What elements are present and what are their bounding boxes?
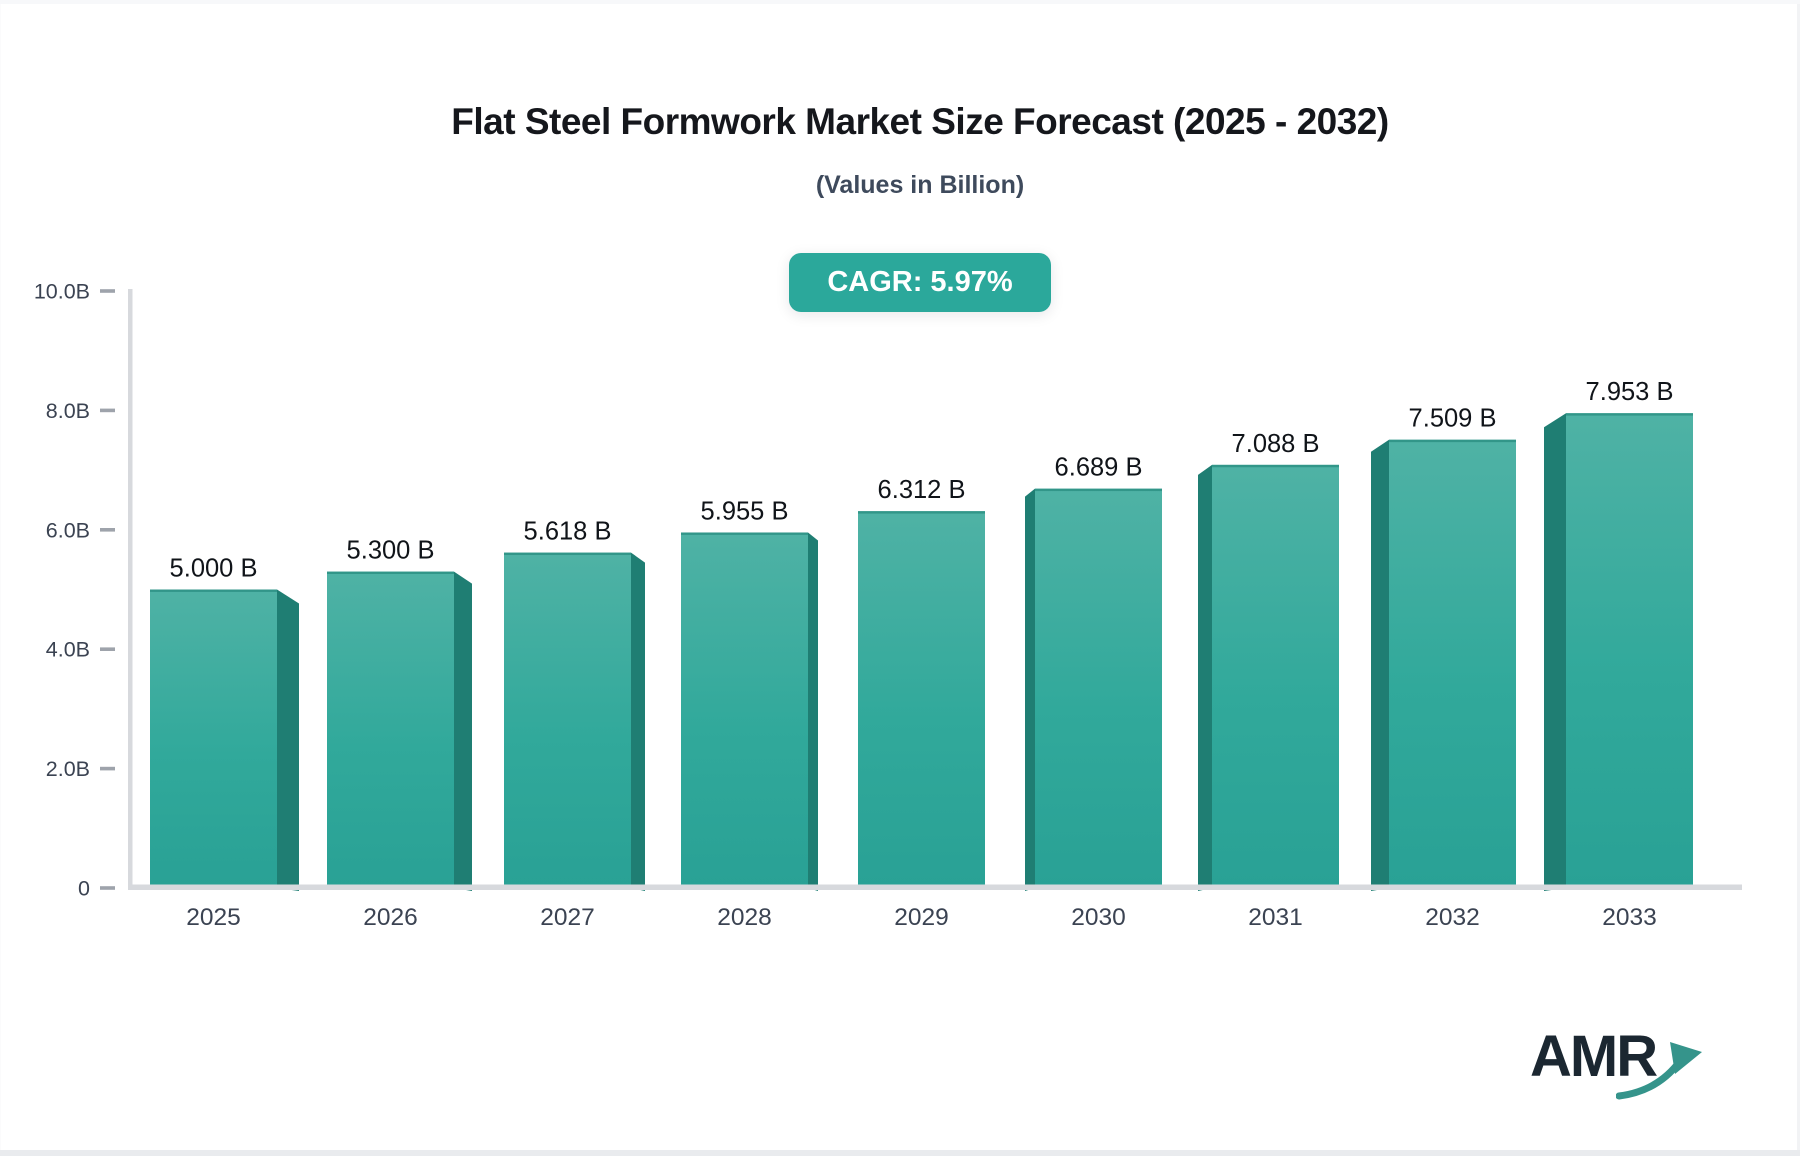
y-tick-2.0B [100, 766, 115, 771]
value-label-2029: 6.312 B [878, 476, 966, 504]
y-tick-4.0B [100, 647, 115, 651]
bar-front-2030[interactable] [1035, 488, 1162, 888]
y-tick-label-0: 0 [78, 877, 90, 901]
bar-side-2033[interactable] [1544, 413, 1566, 891]
y-axis-line [128, 289, 133, 890]
bar-top-edge-2032 [1389, 439, 1516, 443]
value-label-2025: 5.000 B [170, 555, 258, 583]
value-label-2030: 6.689 B [1055, 454, 1143, 482]
x-tick-label-2026: 2026 [363, 904, 418, 931]
chart-header: Flat Steel Formwork Market Size Forecast… [115, 100, 1725, 313]
y-tick-10.0B [100, 289, 115, 293]
cagr-badge: CAGR: 5.97% [789, 253, 1051, 313]
bar-top-edge-2025 [150, 589, 277, 592]
y-tick-6.0B [100, 528, 115, 532]
bar-group-2030[interactable] [1025, 488, 1162, 891]
y-tick-label-6.0B: 6.0B [46, 518, 90, 542]
amr-logo: AMR [1530, 1028, 1730, 1118]
bar-side-2027[interactable] [631, 552, 645, 891]
amr-logo-text: AMR [1530, 1024, 1658, 1089]
x-tick-label-2027: 2027 [540, 904, 595, 931]
bar-group-2026[interactable] [327, 571, 472, 891]
bar-front-2026[interactable] [327, 571, 454, 888]
bar-front-2027[interactable] [504, 552, 631, 888]
bar-group-2032[interactable] [1371, 439, 1516, 891]
x-tick-label-2029: 2029 [894, 904, 949, 931]
growth-arrow-icon [1616, 1042, 1702, 1100]
bar-group-2025[interactable] [150, 589, 299, 892]
bar-group-2031[interactable] [1198, 464, 1339, 891]
bar-top-edge-2033 [1566, 413, 1693, 416]
y-tick-label-10.0B: 10.0B [34, 280, 90, 304]
x-tick-label-2028: 2028 [717, 904, 772, 931]
value-label-2026: 5.300 B [347, 537, 435, 565]
value-label-2027: 5.618 B [524, 518, 612, 546]
bar-group-2029[interactable] [858, 511, 985, 888]
bar-top-edge-2029 [858, 511, 985, 514]
bar-front-2029[interactable] [858, 511, 985, 888]
y-tick-label-2.0B: 2.0B [46, 757, 90, 781]
y-tick-label-4.0B: 4.0B [46, 638, 90, 662]
bar-side-2025[interactable] [277, 589, 299, 892]
x-tick-label-2030: 2030 [1071, 904, 1126, 931]
y-tick-0 [100, 886, 115, 890]
bar-side-2032[interactable] [1371, 439, 1389, 891]
bar-top-edge-2027 [504, 552, 631, 556]
y-tick-8.0B [100, 408, 115, 413]
value-label-2032: 7.509 B [1409, 405, 1497, 433]
bar-group-2033[interactable] [1544, 413, 1693, 891]
bar-front-2031[interactable] [1212, 464, 1339, 888]
value-label-2028: 5.955 B [701, 497, 789, 525]
x-tick-label-2025: 2025 [186, 904, 241, 931]
bar-side-2030[interactable] [1025, 488, 1035, 891]
bar-front-2025[interactable] [150, 589, 277, 889]
bar-front-2028[interactable] [681, 532, 808, 888]
bar-top-edge-2026 [327, 571, 454, 574]
x-axis-line [128, 884, 1742, 890]
bar-front-2032[interactable] [1389, 439, 1516, 888]
x-tick-label-2032: 2032 [1425, 904, 1480, 931]
bar-side-2026[interactable] [454, 571, 472, 891]
value-label-2031: 7.088 B [1232, 430, 1320, 458]
bar-top-edge-2030 [1035, 488, 1162, 492]
x-tick-label-2033: 2033 [1602, 904, 1657, 931]
chart-title: Flat Steel Formwork Market Size Forecast… [451, 101, 1389, 142]
value-label-2033: 7.953 B [1586, 378, 1674, 406]
bar-group-2028[interactable] [681, 532, 818, 891]
bar-group-2027[interactable] [504, 552, 645, 891]
bar-side-2028[interactable] [808, 532, 818, 891]
bar-top-edge-2028 [681, 532, 808, 535]
bar-side-2031[interactable] [1198, 464, 1212, 891]
x-tick-label-2031: 2031 [1248, 904, 1303, 931]
growth-arrow-head [1670, 1042, 1702, 1074]
bar-top-edge-2031 [1212, 464, 1339, 468]
y-tick-label-8.0B: 8.0B [46, 399, 90, 423]
bar-front-2033[interactable] [1566, 413, 1693, 888]
chart-subtitle: (Values in Billion) [815, 171, 1025, 200]
